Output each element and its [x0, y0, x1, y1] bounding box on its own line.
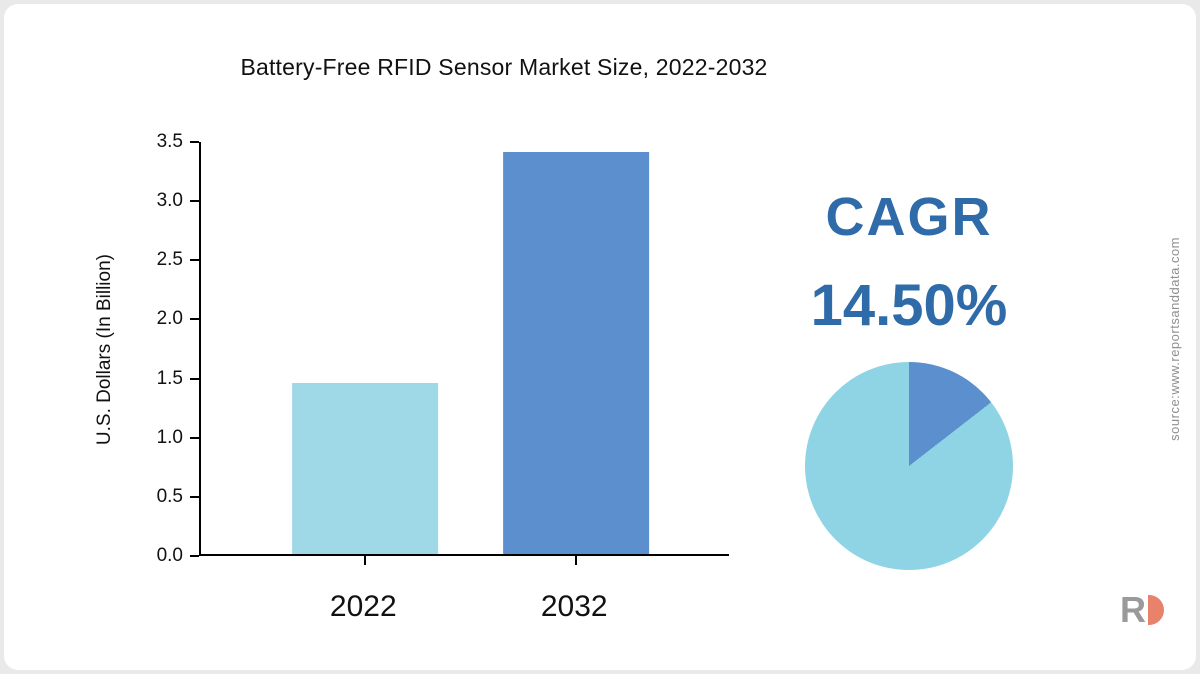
- source-text: source:www.reportsanddata.com: [1167, 237, 1182, 441]
- reportsanddata-logo: R: [1120, 592, 1164, 628]
- y-axis-tick-label: 0.5: [156, 485, 183, 507]
- y-axis-tick-label: 3.0: [156, 190, 183, 212]
- cagr-value: 14.50%: [810, 273, 1008, 338]
- y-axis-tick-label: 1.0: [156, 426, 183, 448]
- x-axis-tick: [575, 556, 578, 565]
- y-axis-tick-label: 0.0: [156, 545, 183, 566]
- y-axis-tick: [190, 555, 199, 557]
- y-axis-tick-label: 2.5: [156, 249, 183, 271]
- y-axis-tick-label: 2.0: [156, 308, 183, 330]
- x-axis-tick: [364, 556, 367, 565]
- y-axis-label: U.S. Dollars (In Billion): [92, 144, 118, 556]
- bar-2022: [292, 382, 439, 554]
- source-attribution: source:www.reportsanddata.com: [1167, 189, 1182, 489]
- cagr-pie-chart: [805, 362, 1013, 570]
- chart-card: Battery-Free RFID Sensor Market Size, 20…: [4, 4, 1196, 670]
- x-axis-label-2022: 2022: [329, 590, 397, 623]
- logo-mark: [1148, 595, 1164, 625]
- x-axis-label-2032: 2032: [540, 590, 608, 623]
- y-axis-tick: [190, 436, 199, 439]
- y-axis-tick: [190, 377, 199, 380]
- y-axis-tick-label: 1.5: [156, 367, 183, 389]
- chart-title: Battery-Free RFID Sensor Market Size, 20…: [240, 54, 768, 80]
- y-axis-tick: [190, 259, 199, 262]
- y-axis-tick-label: 3.5: [156, 131, 183, 152]
- y-axis-tick: [190, 495, 199, 498]
- y-axis-label-text: U.S. Dollars (In Billion): [94, 254, 115, 446]
- y-axis-tick: [190, 318, 199, 321]
- logo-letter-r: R: [1120, 589, 1146, 630]
- bar-2032: [503, 151, 650, 554]
- y-axis-tick: [190, 200, 199, 203]
- y-axis-tick: [190, 141, 199, 143]
- cagr-label: CAGR: [825, 187, 993, 247]
- bar-chart-plot-area: 0.0 0.5 1.0 1.5 2.0 2.5 3.0 3.5: [157, 131, 729, 566]
